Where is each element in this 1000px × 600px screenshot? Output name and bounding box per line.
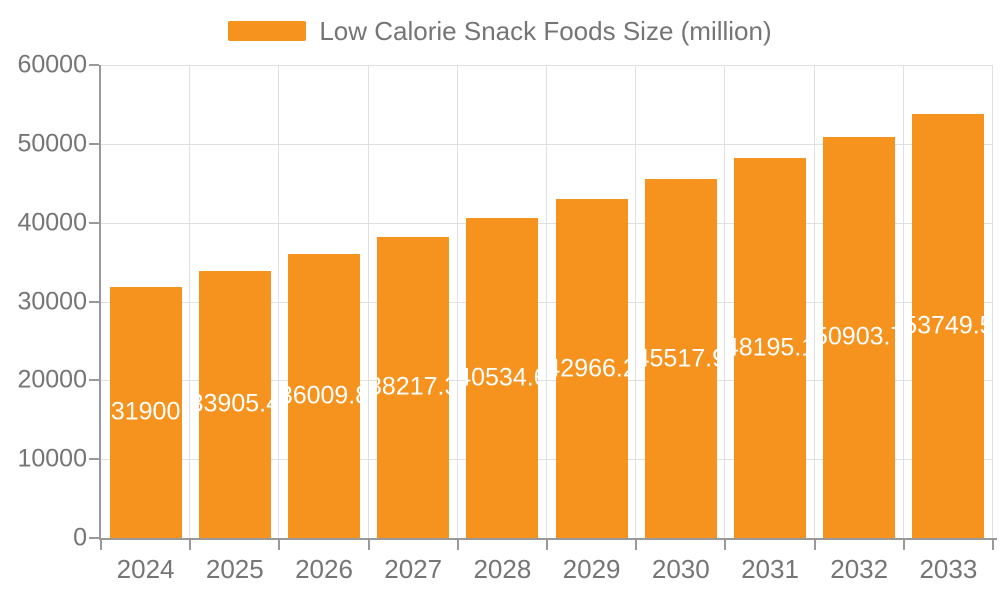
x-axis-tick-label: 2030 [651,554,710,584]
x-axis-tick [189,540,192,550]
gridline-vertical [367,65,369,538]
gridline-vertical [992,65,993,538]
gridline-vertical [724,65,726,538]
y-axis-tick [89,221,99,224]
y-axis-tick [89,379,99,382]
x-axis-tick [367,540,370,550]
bar-value-label: 48195.1 [734,333,806,362]
gridline-vertical [189,65,191,538]
x-axis-tick-label: 2033 [919,554,978,584]
y-axis-tick [89,300,99,303]
x-axis-tick-label: 2024 [116,554,175,584]
bar-value-label: 40534.6 [466,363,538,392]
y-axis-tick-label: 60000 [17,50,87,79]
x-axis-tick [992,540,994,550]
bar-value-label: 53749.5 [912,311,984,340]
bar-value-label: 36009.8 [288,381,360,410]
legend-swatch-icon [228,21,307,41]
bar-value-label: 50903.7 [823,322,895,351]
bar-2028[interactable]: 40534.6 [466,218,539,538]
y-axis-tick [89,142,99,145]
gridline-horizontal [101,380,993,382]
bar-value-label: 42966.2 [556,354,628,383]
gridline-vertical [456,65,458,538]
x-axis-tick [635,540,638,550]
x-axis-tick [546,540,548,550]
bar-2025[interactable]: 33905.4 [198,270,271,538]
gridline-horizontal [101,459,993,461]
y-axis-tick-label: 40000 [17,208,87,237]
bar-value-label: 33905.4 [199,389,271,418]
x-axis-tick [100,540,102,550]
legend-label: Low Calorie Snack Foods Size (million) [319,16,772,46]
bar-2029[interactable]: 42966.2 [555,199,628,538]
bar-2026[interactable]: 36009.8 [288,254,360,538]
legend[interactable]: Low Calorie Snack Foods Size (million) [0,17,1000,45]
x-axis-tick-label: 2032 [830,554,889,584]
bar-2033[interactable]: 53749.5 [912,114,985,538]
x-axis-tick [813,540,816,550]
plot-area: 31900 33905.4 36009.8 38217.3 40534.6 42966.2… [89,64,997,550]
y-axis-tick [89,458,99,461]
y-axis-tick-label: 0 [73,523,87,552]
x-axis-tick [278,540,281,550]
gridline-vertical [635,65,637,538]
y-axis-tick [89,537,99,539]
bar-2030[interactable]: 45517.9 [644,179,717,538]
y-axis-tick-label: 20000 [17,365,87,394]
x-axis-tick-label: 2028 [473,554,532,584]
bar-value-label: 31900 [110,397,181,426]
y-axis-tick-labels: 0 10000 20000 30000 40000 50000 60000 [0,51,87,552]
gridline-vertical [813,65,815,538]
x-axis-tick-labels: 2024 2025 2026 2027 2028 2029 2030 2031 2032 2033 [101,552,993,592]
x-axis-line [99,538,997,540]
bar-2032[interactable]: 50903.7 [823,136,896,538]
gridline-vertical [902,65,904,538]
x-axis-tick-label: 2029 [562,554,621,584]
x-axis-tick [724,540,727,550]
y-axis-tick-label: 50000 [17,129,87,158]
bar-2031[interactable]: 48195.1 [734,158,806,538]
y-axis-tick-label: 30000 [17,287,87,315]
x-axis-tick [456,540,459,550]
gridline-horizontal [101,301,993,303]
gridline-horizontal [101,143,993,145]
y-axis-tick [89,64,99,66]
bar-2024[interactable]: 31900 [109,286,182,538]
gridline-horizontal [101,222,993,224]
y-axis-line [99,65,101,540]
x-axis-tick-label: 2025 [205,554,264,584]
x-axis-tick-label: 2031 [741,554,799,584]
gridline-vertical [546,65,547,538]
x-axis-tick-label: 2027 [384,554,443,584]
bar-value-label: 38217.3 [377,372,449,401]
x-axis-tick-label: 2026 [295,554,353,584]
y-axis-tick-label: 10000 [17,444,87,473]
bar-2027[interactable]: 38217.3 [377,236,450,538]
bar-value-label: 45517.9 [645,344,717,373]
x-axis-tick [902,540,905,550]
gridline-horizontal [101,65,993,66]
gridline-vertical [278,65,280,538]
